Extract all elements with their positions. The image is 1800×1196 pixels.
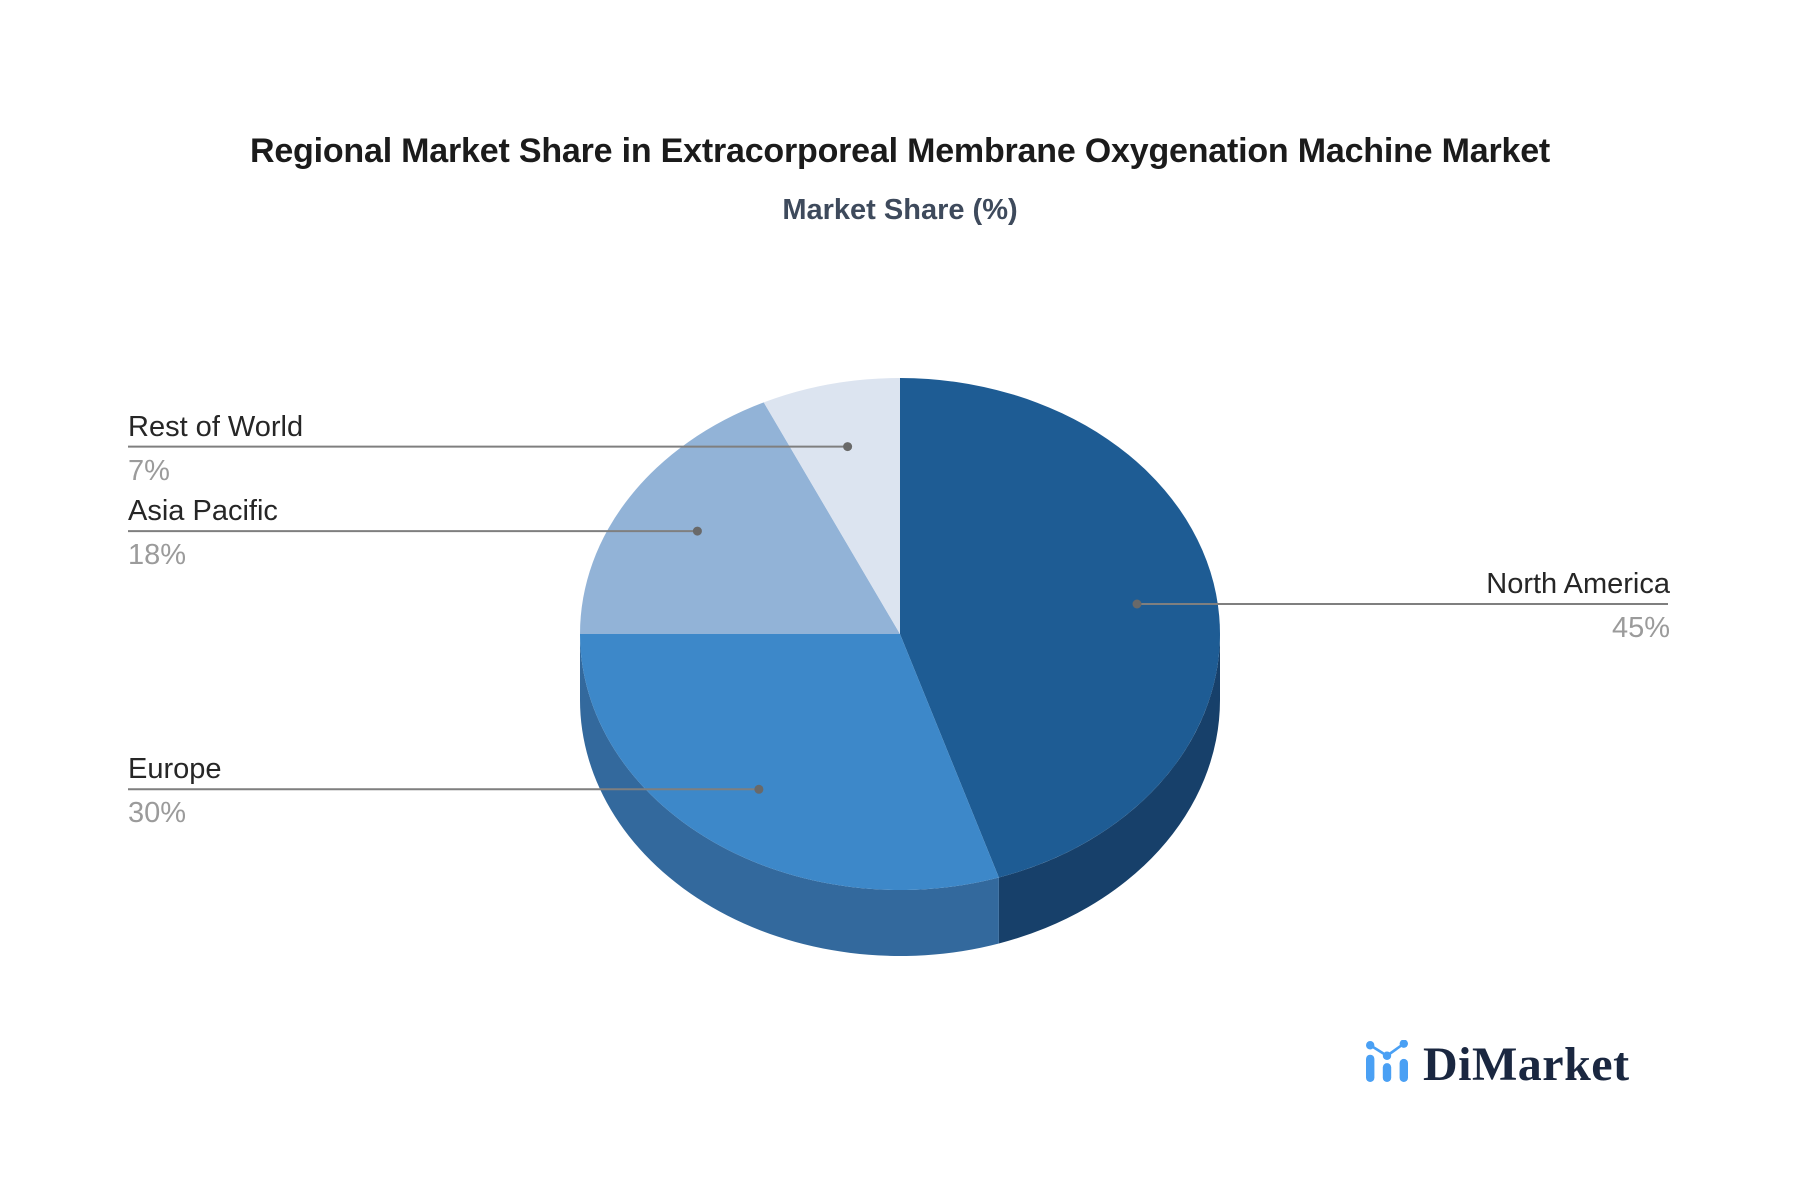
chart-subtitle: Market Share (%) (782, 194, 1018, 226)
callout-dot (1132, 599, 1142, 609)
pie-slice (763, 378, 900, 634)
callout-dot (843, 442, 853, 452)
callout-label: Europe (128, 753, 222, 786)
logo-bar (1366, 1054, 1375, 1082)
logo-dot (1399, 1040, 1408, 1048)
logo-bar (1399, 1058, 1408, 1082)
pie-slice (900, 378, 1221, 878)
logo-dot (1382, 1051, 1392, 1060)
mini-bar-line-chart-icon (1366, 1040, 1408, 1082)
callout-label: North America (1486, 567, 1670, 600)
brand-logo-text: DiMarket (1423, 1038, 1630, 1091)
callout-label: Asia Pacific (128, 495, 278, 528)
callout-value: 45% (1611, 611, 1670, 644)
pie-slice (580, 402, 900, 634)
logo-bar (1382, 1063, 1392, 1082)
callout-value: 7% (128, 454, 170, 487)
callout-value: 18% (128, 539, 187, 572)
chart-title: Regional Market Share in Extracorporeal … (249, 132, 1551, 170)
pie-slice-side (580, 634, 999, 957)
brand-logo: DiMarket (1366, 1040, 1630, 1089)
callout-dot (692, 526, 702, 536)
callout-dot (754, 784, 764, 794)
callout-value: 30% (128, 797, 187, 830)
pie-slice (580, 634, 999, 891)
logo-dot (1366, 1041, 1375, 1050)
pie-slice-side (998, 634, 1220, 944)
callout-label: Rest of World (128, 410, 304, 443)
